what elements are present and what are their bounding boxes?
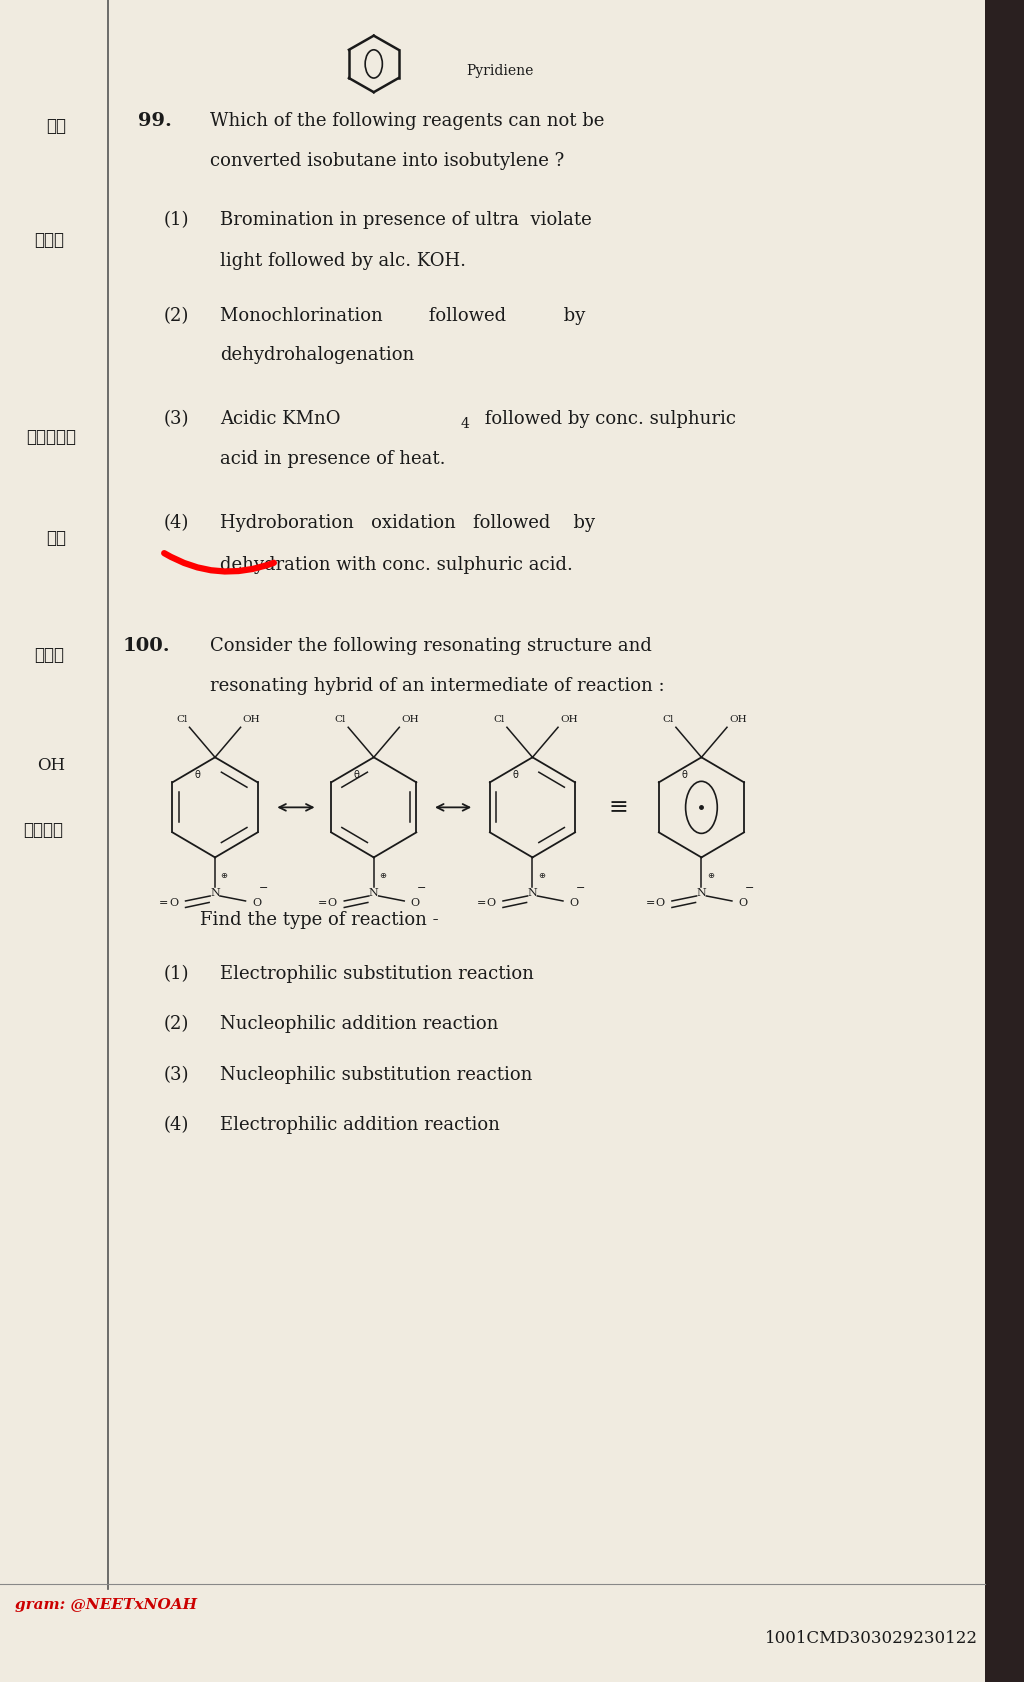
Text: θ: θ xyxy=(353,770,359,780)
Text: Cl: Cl xyxy=(335,715,346,723)
Text: एक: एक xyxy=(46,530,67,547)
Text: O: O xyxy=(411,898,420,908)
Text: को: को xyxy=(46,118,67,135)
Text: Nucleophilic addition reaction: Nucleophilic addition reaction xyxy=(220,1016,499,1033)
Text: 1001CMD303029230122: 1001CMD303029230122 xyxy=(765,1630,978,1647)
Text: ⊕: ⊕ xyxy=(707,871,714,880)
Text: (1): (1) xyxy=(164,965,189,982)
Text: (3): (3) xyxy=(164,410,189,427)
Text: O: O xyxy=(252,898,261,908)
Text: Acidic KMnO: Acidic KMnO xyxy=(220,410,341,427)
Text: तथा: तथा xyxy=(34,648,65,664)
Text: (4): (4) xyxy=(164,515,189,532)
Text: light followed by alc. KOH.: light followed by alc. KOH. xyxy=(220,252,466,269)
Text: O: O xyxy=(569,898,579,908)
Text: OH: OH xyxy=(560,715,578,723)
Text: acid in presence of heat.: acid in presence of heat. xyxy=(220,451,445,468)
Text: (3): (3) xyxy=(164,1066,189,1083)
Text: नोपे: नोपे xyxy=(23,822,63,839)
Text: ⊕: ⊕ xyxy=(220,871,227,880)
Text: −: − xyxy=(258,883,268,893)
Text: 99.: 99. xyxy=(138,113,172,130)
Text: Which of the following reagents can not be: Which of the following reagents can not … xyxy=(210,113,604,130)
Text: Bromination in presence of ultra  violate: Bromination in presence of ultra violate xyxy=(220,212,592,229)
Text: =: = xyxy=(159,898,168,908)
Text: N: N xyxy=(369,888,379,898)
Text: (2): (2) xyxy=(164,308,189,325)
Text: O: O xyxy=(169,898,178,908)
Text: dehydrohalogenation: dehydrohalogenation xyxy=(220,346,415,363)
Bar xyxy=(985,0,1024,1682)
Text: Nucleophilic substitution reaction: Nucleophilic substitution reaction xyxy=(220,1066,532,1083)
Text: Electrophilic substitution reaction: Electrophilic substitution reaction xyxy=(220,965,535,982)
Text: O: O xyxy=(738,898,748,908)
FancyArrowPatch shape xyxy=(164,553,273,572)
Text: resonating hybrid of an intermediate of reaction :: resonating hybrid of an intermediate of … xyxy=(210,678,665,695)
Text: 100.: 100. xyxy=(123,637,171,654)
Text: O: O xyxy=(328,898,337,908)
Text: ⊕: ⊕ xyxy=(538,871,545,880)
Text: N: N xyxy=(696,888,707,898)
Text: =: = xyxy=(476,898,485,908)
Text: =: = xyxy=(645,898,654,908)
Text: न्त्र: न्त्र xyxy=(27,429,76,446)
Text: बाद: बाद xyxy=(34,232,65,249)
Text: θ: θ xyxy=(512,770,518,780)
Text: ⊕: ⊕ xyxy=(379,871,386,880)
Text: Cl: Cl xyxy=(663,715,674,723)
Text: N: N xyxy=(210,888,220,898)
Text: OH: OH xyxy=(729,715,746,723)
Text: ≡: ≡ xyxy=(608,796,629,819)
Text: Cl: Cl xyxy=(176,715,187,723)
Text: OH: OH xyxy=(243,715,260,723)
Text: Monochlorination        followed          by: Monochlorination followed by xyxy=(220,308,586,325)
Text: dehydration with conc. sulphuric acid.: dehydration with conc. sulphuric acid. xyxy=(220,557,573,574)
Text: converted isobutane into isobutylene ?: converted isobutane into isobutylene ? xyxy=(210,153,564,170)
Text: (1): (1) xyxy=(164,212,189,229)
Text: Hydroboration   oxidation   followed    by: Hydroboration oxidation followed by xyxy=(220,515,595,532)
Text: (2): (2) xyxy=(164,1016,189,1033)
Text: −: − xyxy=(575,883,586,893)
Text: followed by conc. sulphuric: followed by conc. sulphuric xyxy=(479,410,736,427)
Text: gram: @NEETxNOAH: gram: @NEETxNOAH xyxy=(15,1598,198,1611)
Text: =: = xyxy=(317,898,327,908)
Text: 4: 4 xyxy=(461,417,470,431)
Text: O: O xyxy=(486,898,496,908)
Text: Find the type of reaction -: Find the type of reaction - xyxy=(200,912,438,928)
Text: OH: OH xyxy=(401,715,419,723)
Text: θ: θ xyxy=(195,770,201,780)
Text: Consider the following resonating structure and: Consider the following resonating struct… xyxy=(210,637,652,654)
Text: (4): (4) xyxy=(164,1117,189,1134)
Text: O: O xyxy=(655,898,665,908)
Text: N: N xyxy=(527,888,538,898)
Text: −: − xyxy=(744,883,755,893)
Text: Cl: Cl xyxy=(494,715,505,723)
Text: OH: OH xyxy=(37,757,66,774)
Text: −: − xyxy=(417,883,427,893)
Text: Pyridiene: Pyridiene xyxy=(466,64,534,77)
Text: Electrophilic addition reaction: Electrophilic addition reaction xyxy=(220,1117,500,1134)
Text: θ: θ xyxy=(681,770,687,780)
